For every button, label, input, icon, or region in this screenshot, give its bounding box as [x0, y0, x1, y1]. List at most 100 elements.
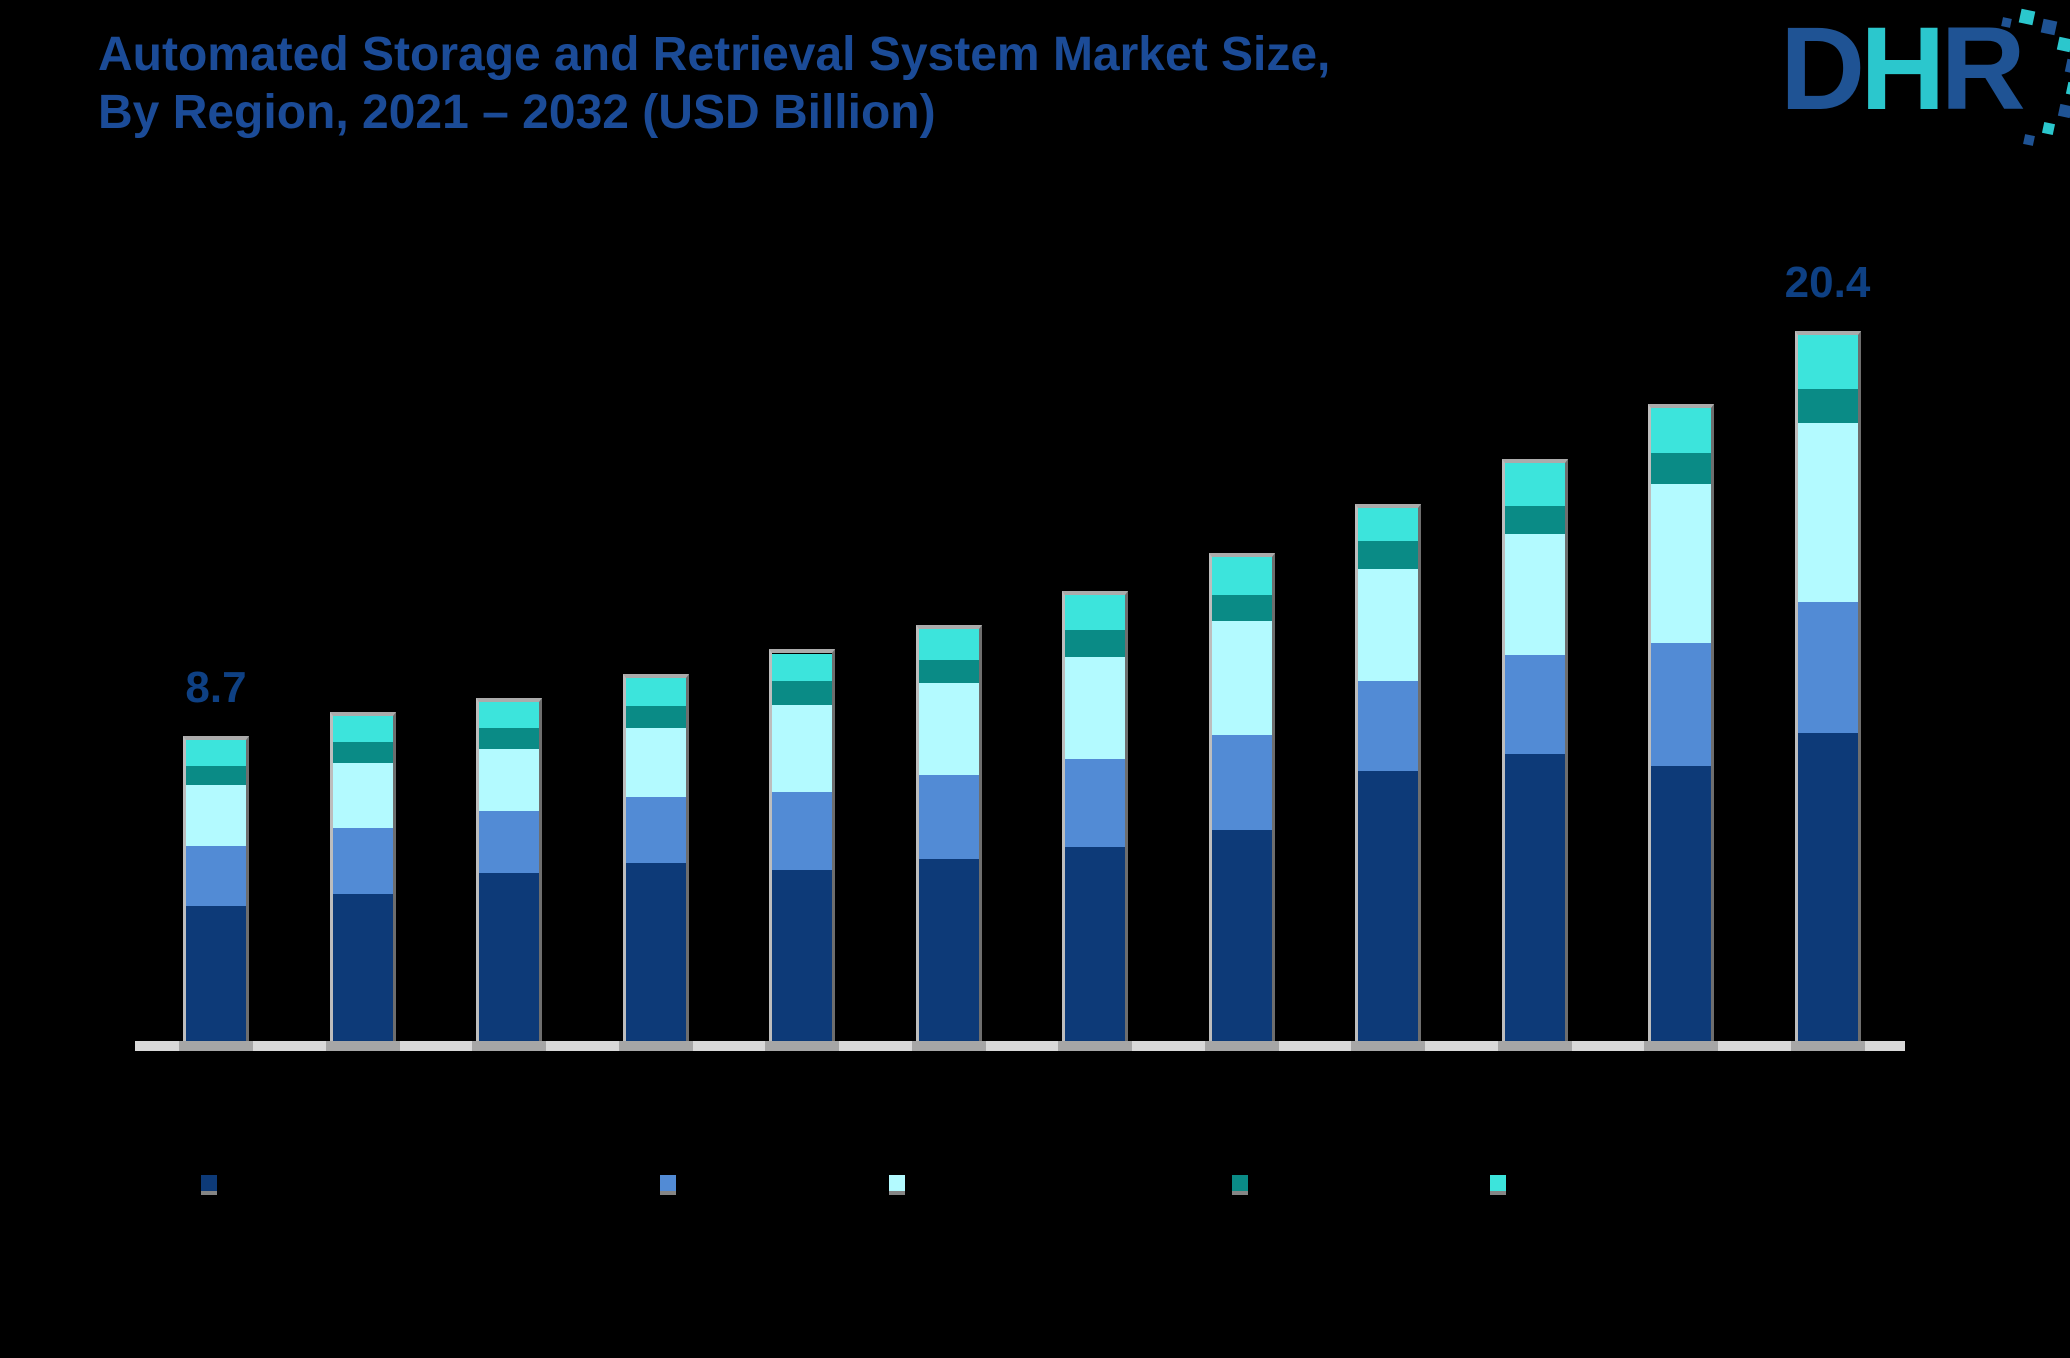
bar-2024-series-5-turquoise	[625, 677, 686, 706]
bar-2022-series-3-pale-cyan	[332, 762, 393, 829]
bar-2029-series-4-dark-teal	[1358, 541, 1418, 569]
chart-title: Automated Storage and Retrieval System M…	[98, 26, 1330, 142]
bar-2031-series-3-pale-cyan	[1651, 484, 1711, 644]
bar-2027-series-3-pale-cyan	[1065, 657, 1125, 760]
bar-2030-series-3-pale-cyan	[1504, 534, 1565, 656]
bar-2022-series-5-turquoise	[332, 716, 393, 742]
bar-2022-series-4-dark-teal	[332, 741, 393, 763]
bar-2027-series-4-dark-teal	[1065, 629, 1125, 658]
legend-swatch-5	[1490, 1175, 1506, 1191]
x-axis-bar-shadow-2031	[1644, 1041, 1718, 1051]
bar-2023-series-4-dark-teal	[479, 727, 539, 749]
bar-2032-series-1-navy	[1797, 733, 1858, 1041]
bar-2029-series-2-medium-blue	[1358, 681, 1418, 772]
x-axis-bar-shadow-2026	[911, 1041, 986, 1051]
logo-dot	[2001, 17, 2012, 28]
bar-2027-series-1-navy	[1065, 847, 1125, 1041]
bar-2030-series-4-dark-teal	[1504, 506, 1565, 535]
logo-letter-D: D	[1780, 3, 1865, 135]
bar-2024-series-2-medium-blue	[625, 797, 686, 863]
bar-2032	[1794, 331, 1861, 1041]
bar-2023-series-1-navy	[479, 873, 539, 1041]
bar-2028-series-3-pale-cyan	[1211, 620, 1272, 736]
bar-2026-series-3-pale-cyan	[918, 682, 979, 775]
bar-2024	[622, 674, 689, 1041]
logo-dot	[2056, 36, 2070, 53]
bar-2022-series-1-navy	[332, 894, 393, 1041]
bar-2024-series-1-navy	[625, 862, 686, 1041]
x-axis-bar-shadow-2028	[1204, 1041, 1279, 1051]
x-axis-bar-shadow-2027	[1058, 1041, 1132, 1051]
logo-dot	[2040, 18, 2058, 36]
bar-2028-series-4-dark-teal	[1211, 595, 1272, 621]
bar-2027-series-5-turquoise	[1065, 594, 1125, 630]
bar-2021-series-1-navy	[186, 906, 246, 1041]
bar-2023-series-2-medium-blue	[479, 810, 539, 874]
dhr-logo-text: DHR	[1780, 10, 2026, 128]
bar-2029-series-3-pale-cyan	[1358, 568, 1418, 682]
bar-2021-series-3-pale-cyan	[186, 784, 246, 846]
bar-2028	[1208, 553, 1275, 1041]
x-axis-bar-shadow-2021	[179, 1041, 253, 1051]
bar-2028-series-2-medium-blue	[1211, 735, 1272, 831]
bar-2021-series-5-turquoise	[186, 740, 246, 766]
bar-2032-series-2-medium-blue	[1797, 601, 1858, 734]
bar-2030-series-5-turquoise	[1504, 463, 1565, 507]
value-label-2032: 20.4	[1784, 258, 1871, 307]
bar-2024-series-3-pale-cyan	[625, 728, 686, 798]
legend-swatch-1	[201, 1175, 217, 1191]
bar-2030-series-2-medium-blue	[1504, 655, 1565, 754]
bar-2024-series-4-dark-teal	[625, 705, 686, 729]
bar-2026	[915, 625, 982, 1041]
bar-2032-series-3-pale-cyan	[1797, 423, 1858, 602]
bar-2025-series-2-medium-blue	[772, 791, 832, 870]
bar-2021-series-2-medium-blue	[186, 845, 246, 907]
x-axis-bar-shadow-2023	[472, 1041, 546, 1051]
bar-2021	[183, 736, 249, 1041]
logo-dot	[2041, 121, 2056, 136]
bar-2025-series-3-pale-cyan	[772, 705, 832, 792]
bar-2025-series-5-turquoise	[772, 653, 832, 682]
x-axis-bar-shadow-2030	[1497, 1041, 1572, 1051]
logo-dot	[2018, 8, 2036, 26]
bar-2027-series-2-medium-blue	[1065, 759, 1125, 848]
bar-2025-series-1-navy	[772, 869, 832, 1041]
bar-2026-series-1-navy	[918, 859, 979, 1041]
bar-2023	[476, 698, 542, 1041]
logo-dot	[2057, 103, 2070, 119]
bar-2026-series-2-medium-blue	[918, 774, 979, 860]
bar-2023-series-5-turquoise	[479, 701, 539, 728]
bar-2028-series-5-turquoise	[1211, 557, 1272, 596]
bar-2031-series-4-dark-teal	[1651, 452, 1711, 485]
value-label-2021: 8.7	[185, 663, 247, 712]
bar-2027	[1062, 591, 1128, 1041]
legend-swatch-2	[660, 1175, 676, 1191]
bar-2031-series-2-medium-blue	[1651, 643, 1711, 766]
chart-title-line1: Automated Storage and Retrieval System M…	[98, 28, 1331, 81]
bar-2029	[1355, 504, 1421, 1041]
bar-2026-series-4-dark-teal	[918, 660, 979, 683]
legend-swatch-4	[1232, 1175, 1248, 1191]
bar-2029-series-1-navy	[1358, 771, 1418, 1041]
logo-dot	[2064, 58, 2070, 75]
chart-title-line2: By Region, 2021 – 2032 (USD Billion)	[98, 86, 936, 139]
bar-2030	[1501, 459, 1568, 1041]
x-axis-bar-shadow-2024	[618, 1041, 693, 1051]
x-axis-bar-shadow-2025	[765, 1041, 839, 1051]
bar-2026-series-5-turquoise	[918, 629, 979, 661]
legend-swatch-3	[889, 1175, 905, 1191]
bar-2030-series-1-navy	[1504, 753, 1565, 1041]
x-axis-bar-shadow-2032	[1790, 1041, 1865, 1051]
bar-2032-series-5-turquoise	[1797, 335, 1858, 389]
bar-2022-series-2-medium-blue	[332, 828, 393, 895]
logo-letter-R: R	[1940, 3, 2025, 135]
bar-2023-series-3-pale-cyan	[479, 748, 539, 811]
bar-2021-series-4-dark-teal	[186, 765, 246, 785]
bar-2025	[769, 649, 835, 1041]
bar-2031-series-1-navy	[1651, 766, 1711, 1041]
x-axis-bar-shadow-2029	[1351, 1041, 1425, 1051]
x-axis-bar-shadow-2022	[325, 1041, 400, 1051]
bar-2029-series-5-turquoise	[1358, 508, 1418, 542]
logo-dot	[2065, 81, 2070, 97]
